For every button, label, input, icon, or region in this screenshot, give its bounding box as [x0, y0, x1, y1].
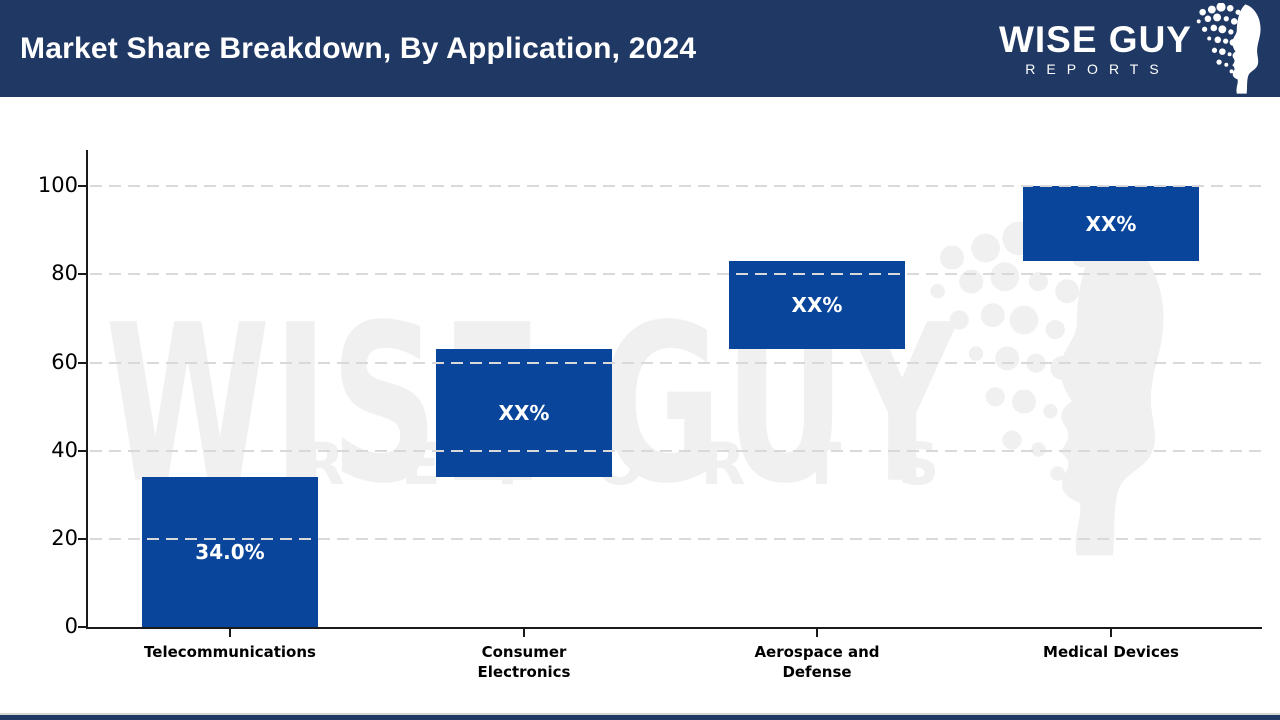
- logo-text: WISE GUY REPORTS: [999, 21, 1192, 77]
- y-tick-mark: [78, 449, 86, 452]
- y-tick-label: 20: [51, 525, 78, 550]
- x-tick-mark: [1110, 629, 1112, 637]
- y-tick-label: 0: [64, 614, 78, 638]
- y-tick-mark: [78, 626, 86, 628]
- y-tick-mark: [78, 273, 86, 276]
- gridline: [90, 361, 1262, 364]
- bar-value-label: XX%: [791, 293, 843, 318]
- y-tick-label: 80: [51, 261, 78, 286]
- bar-value-label: XX%: [498, 401, 550, 426]
- y-tick-label: 40: [51, 437, 78, 462]
- y-tick-label: 100: [37, 173, 78, 198]
- chart-title: Market Share Breakdown, By Application, …: [20, 31, 697, 65]
- category-label-line: Defense: [782, 663, 852, 681]
- header-bar: Market Share Breakdown, By Application, …: [0, 0, 1280, 97]
- logo-wordmark: WISE GUY: [998, 18, 1192, 60]
- category-label-line: Electronics: [477, 663, 571, 681]
- watermark-reports: R E P O R T S: [300, 430, 958, 498]
- category-label: Aerospace and Defense: [687, 642, 947, 682]
- y-tick-mark: [78, 537, 86, 540]
- y-tick-mark: [78, 361, 86, 364]
- y-axis-line: [86, 150, 88, 629]
- bar-segment-4: XX%: [1023, 186, 1199, 262]
- category-label: Medical Devices: [981, 642, 1241, 662]
- bar-segment-1: 34.0%: [142, 477, 318, 627]
- logo-subtitle: REPORTS: [1025, 60, 1170, 77]
- gridline: [90, 273, 1262, 276]
- bar-segment-3: XX%: [729, 261, 905, 350]
- category-label-line: Aerospace and: [754, 643, 880, 661]
- wiseguy-head-watermark-icon: [930, 221, 1164, 556]
- category-label-line: Medical Devices: [1043, 643, 1179, 661]
- wiseguy-logo: WISE GUY REPORTS: [999, 2, 1270, 95]
- gridline: [90, 185, 1262, 188]
- category-label-line: Consumer: [481, 643, 567, 661]
- bar-value-label: XX%: [1085, 211, 1137, 236]
- x-tick-mark: [523, 629, 525, 637]
- x-axis-line: [86, 627, 1262, 629]
- category-label-line: Telecommunications: [144, 643, 316, 661]
- footer-bar: [0, 715, 1280, 720]
- x-tick-mark: [816, 629, 818, 637]
- bar-segment-2: XX%: [436, 349, 612, 478]
- gridline: [90, 449, 1262, 452]
- category-label: Consumer Electronics: [394, 642, 654, 682]
- wiseguy-head-logo-icon: [1196, 2, 1261, 94]
- category-label: Telecommunications: [100, 642, 360, 662]
- y-tick-mark: [78, 185, 86, 188]
- chart-canvas: WISE GUY R E P O R T S 0 20 40 60 80 100 34.0%…: [0, 97, 1280, 697]
- bar-value-label: 34.0%: [195, 540, 265, 565]
- x-tick-mark: [229, 629, 231, 637]
- gridline: [90, 537, 1262, 540]
- footer-divider: [0, 713, 1280, 715]
- y-tick-label: 60: [51, 349, 78, 374]
